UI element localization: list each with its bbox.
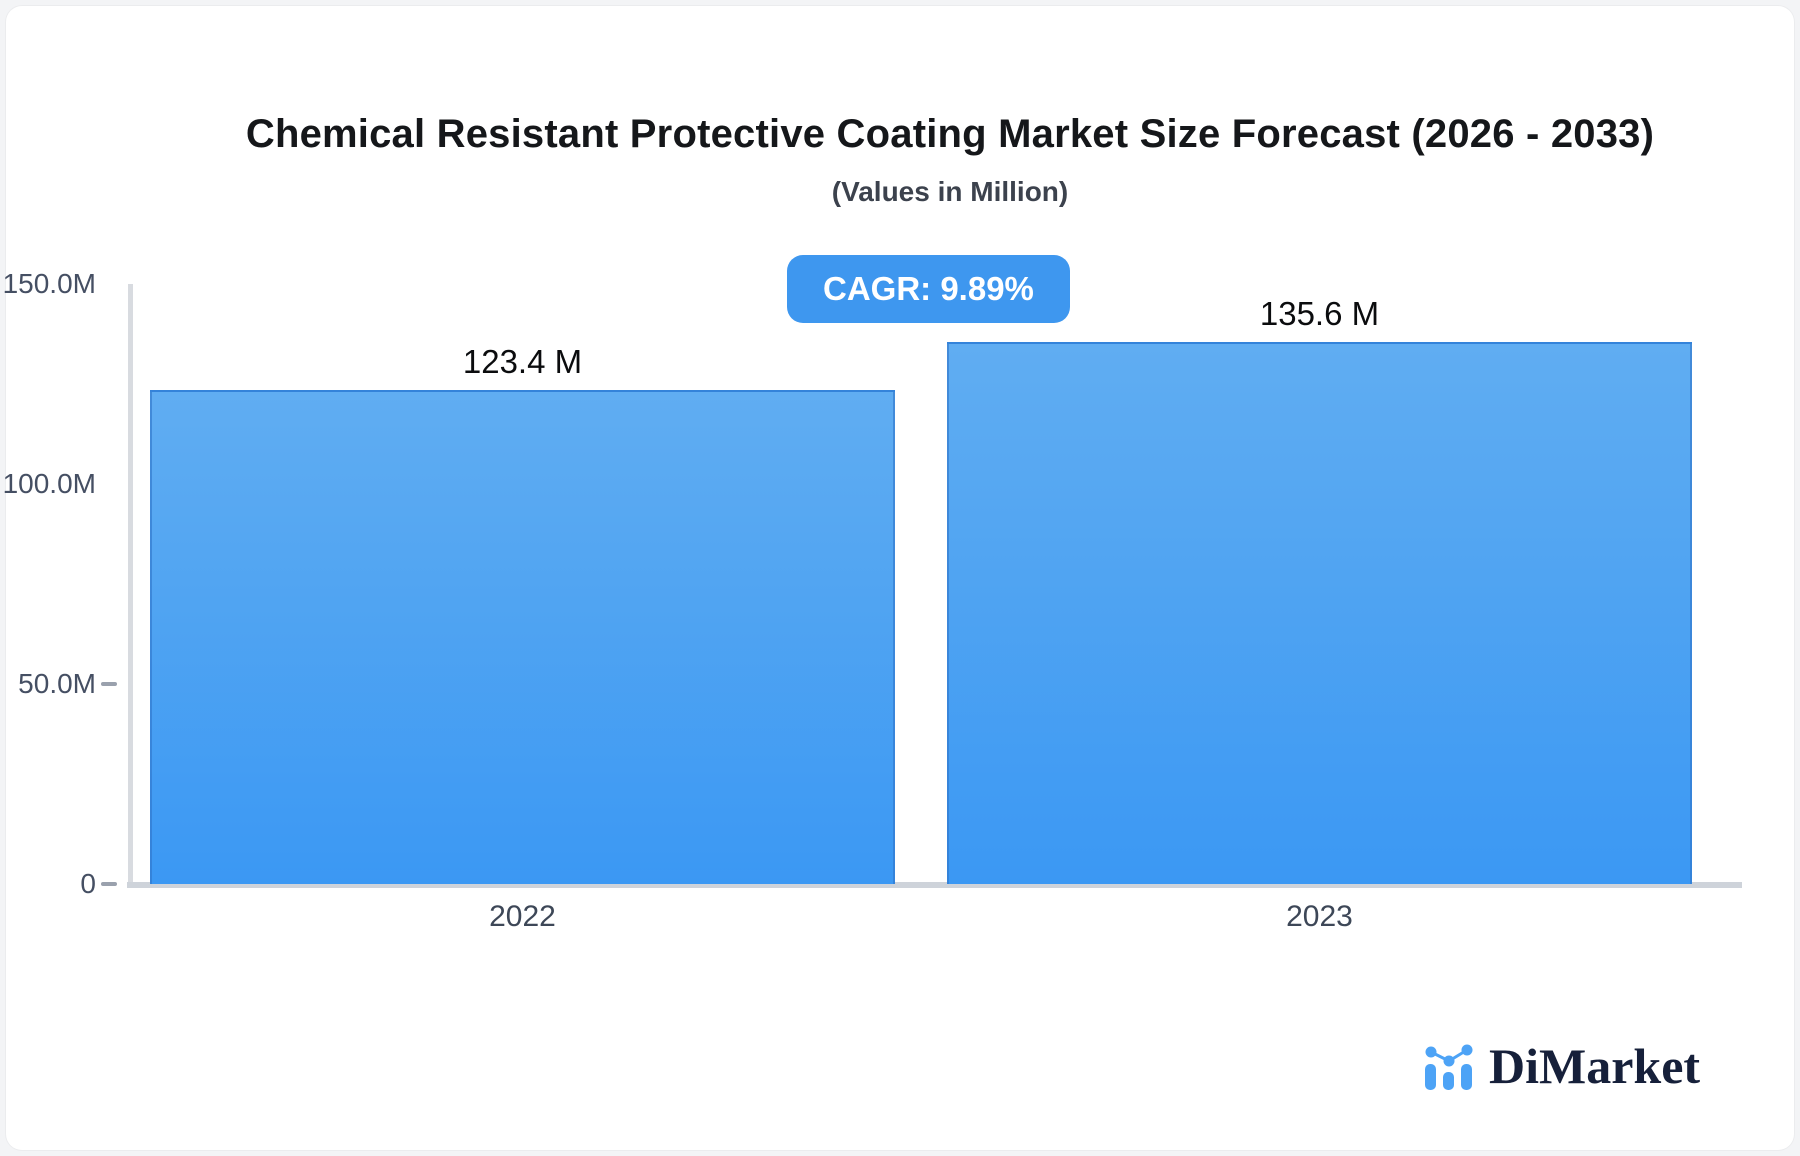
bar-2023[interactable] bbox=[947, 341, 1692, 884]
y-axis-tick bbox=[101, 882, 117, 886]
bar-2022[interactable] bbox=[150, 390, 895, 884]
bar-value-label: 135.6 M bbox=[1259, 294, 1380, 332]
y-axis-label: 50.0M bbox=[18, 668, 96, 699]
y-axis-label: 0 bbox=[80, 868, 96, 899]
cagr-badge: CAGR: 9.89% bbox=[787, 255, 1070, 323]
x-axis-label: 2022 bbox=[489, 900, 556, 933]
chart-subtitle: (Values in Million) bbox=[831, 176, 1069, 207]
x-axis-line bbox=[127, 882, 1742, 888]
chart-title: Chemical Resistant Protective Coating Ma… bbox=[245, 112, 1655, 156]
x-axis-label: 2023 bbox=[1286, 900, 1353, 933]
y-axis-label: 150.0M bbox=[2, 268, 96, 299]
bar-chart-logo-icon bbox=[1423, 1041, 1475, 1091]
brand-name: DiMarket bbox=[1489, 1038, 1701, 1094]
y-axis-line bbox=[128, 284, 133, 885]
y-axis-label: 100.0M bbox=[2, 468, 96, 499]
y-axis-tick bbox=[101, 682, 117, 686]
bar-value-label: 123.4 M bbox=[462, 343, 583, 381]
brand-logo: DiMarket bbox=[1423, 1036, 1700, 1096]
